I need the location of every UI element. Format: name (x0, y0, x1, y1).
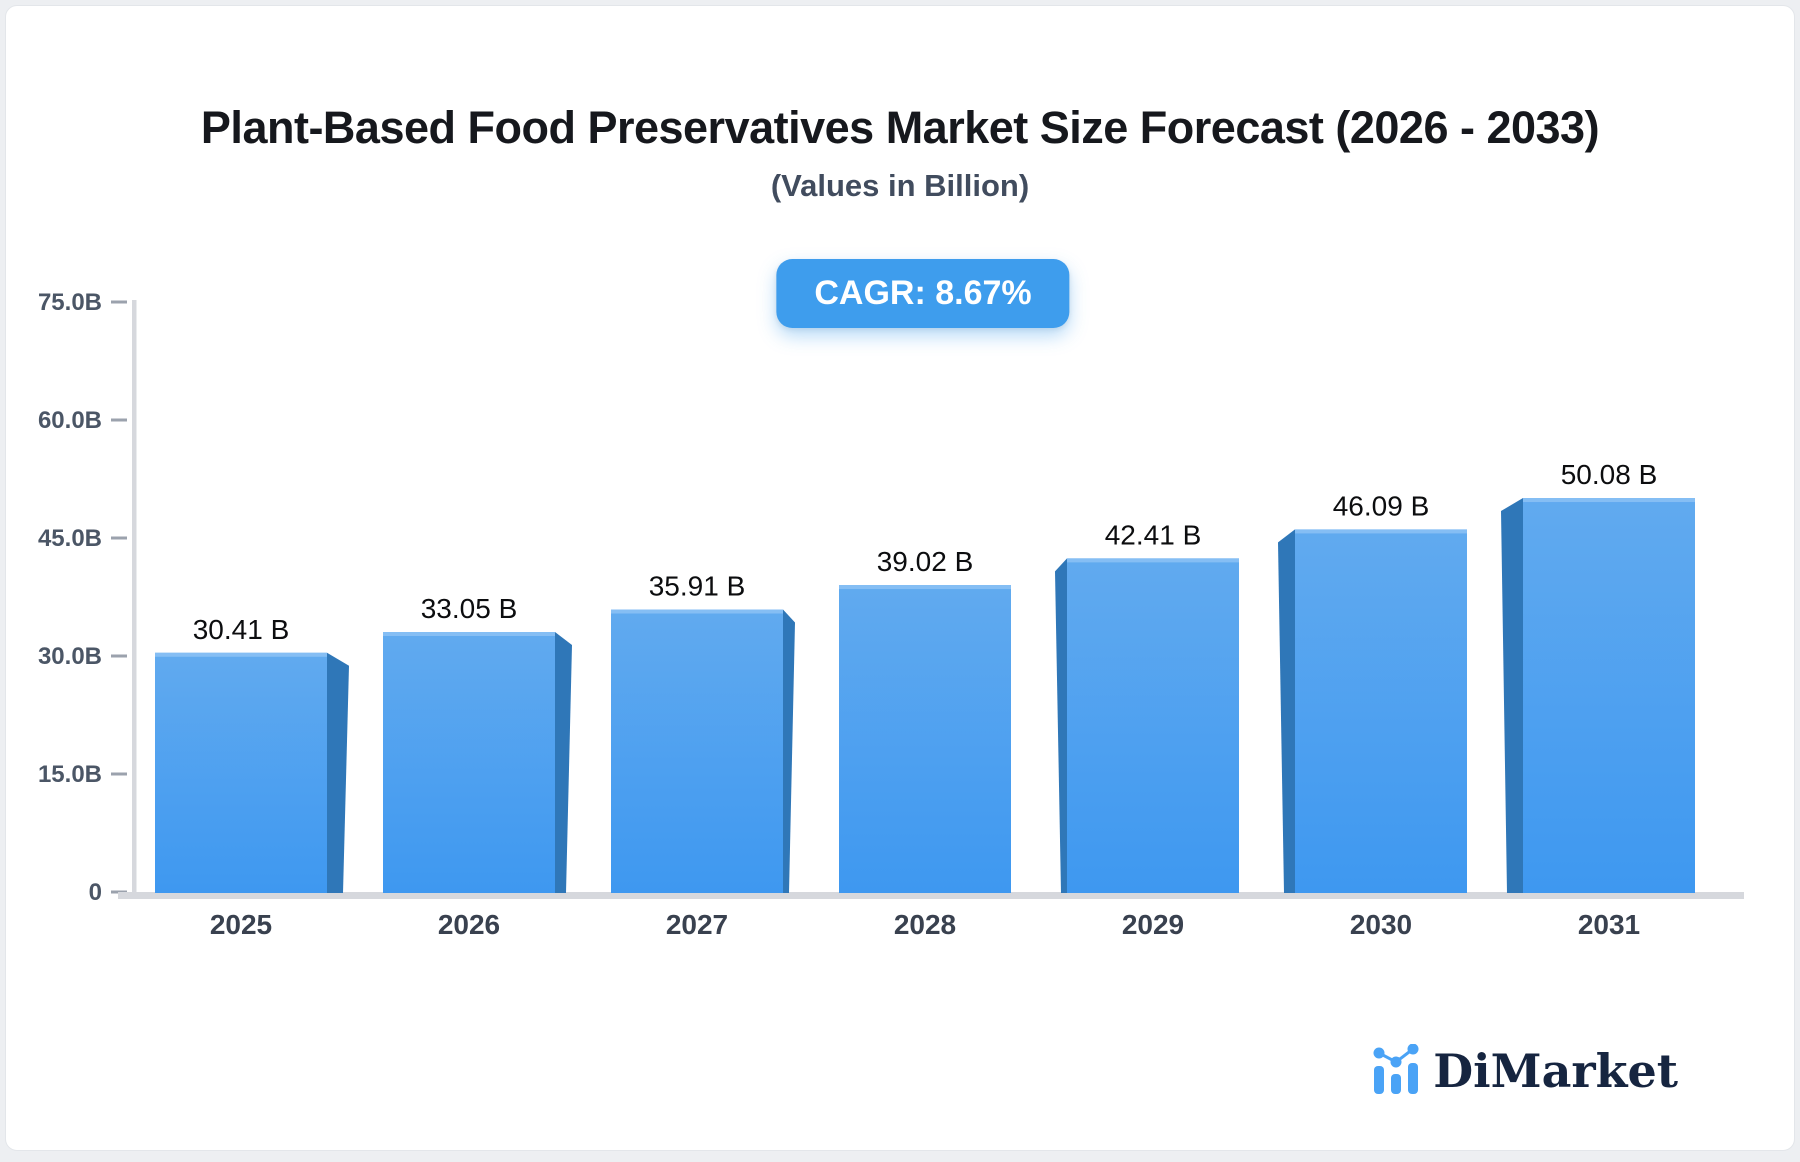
bar-side-face (327, 652, 349, 893)
bar (1295, 529, 1467, 893)
bar-side-face (783, 609, 795, 893)
bar (1067, 558, 1239, 893)
bar-value-label: 42.41 B (1105, 519, 1202, 550)
bar-top-highlight (1067, 558, 1239, 563)
chart-subtitle: (Values in Billion) (770, 168, 1030, 203)
y-axis-line (132, 300, 137, 899)
bar (383, 632, 555, 893)
chart-card: Plant-Based Food Preservatives Market Si… (5, 5, 1795, 1151)
y-tick-label: 15.0B (38, 761, 102, 788)
y-tick-label: 0 (89, 879, 102, 906)
bar-value-label: 35.91 B (649, 571, 746, 602)
bar-value-label: 50.08 B (1561, 459, 1658, 490)
y-tick-label: 75.0B (38, 289, 102, 316)
x-tick-label: 2028 (894, 909, 956, 940)
bar-chart-logo-icon (1373, 1044, 1419, 1094)
bar-side-face (1501, 498, 1523, 893)
y-tick-label: 45.0B (38, 525, 102, 552)
x-tick-label: 2027 (666, 909, 728, 940)
bar-top-highlight (839, 585, 1011, 590)
bar-chart: 0 15.0B 30.0B 45.0B 60.0B 75.0B 30.41 B 2025 33.… (38, 289, 1744, 940)
x-tick-label: 2026 (438, 909, 500, 940)
bar (611, 609, 783, 893)
bar-top-highlight (383, 632, 555, 637)
bar-value-label: 39.02 B (877, 546, 974, 577)
bar-value-label: 46.09 B (1333, 490, 1430, 521)
cagr-badge: CAGR: 8.67% (776, 259, 1070, 328)
brand-logo-text: DiMarket (1433, 1044, 1678, 1098)
bar-top-highlight (1295, 529, 1467, 534)
brand-logo: DiMarket (1373, 1044, 1678, 1094)
x-tick-label: 2029 (1122, 909, 1184, 940)
bar-side-face (1278, 529, 1295, 893)
bar-value-label: 30.41 B (193, 614, 290, 645)
x-tick-label: 2030 (1350, 909, 1412, 940)
y-tick-label: 30.0B (38, 643, 102, 670)
bar (1523, 498, 1695, 893)
chart-title: Plant-Based Food Preservatives Market Si… (200, 102, 1600, 153)
bar-top-highlight (611, 609, 783, 614)
bar-top-highlight (155, 652, 327, 657)
bar-side-face (1055, 558, 1067, 893)
bar-side-face (555, 632, 572, 893)
bar (839, 585, 1011, 893)
x-axis-line (118, 892, 1744, 899)
x-tick-label: 2031 (1578, 909, 1640, 940)
y-tick-label: 60.0B (38, 407, 102, 434)
x-tick-label: 2025 (210, 909, 272, 940)
bar-value-label: 33.05 B (421, 593, 518, 624)
bar (155, 652, 327, 893)
bar-top-highlight (1523, 498, 1695, 503)
